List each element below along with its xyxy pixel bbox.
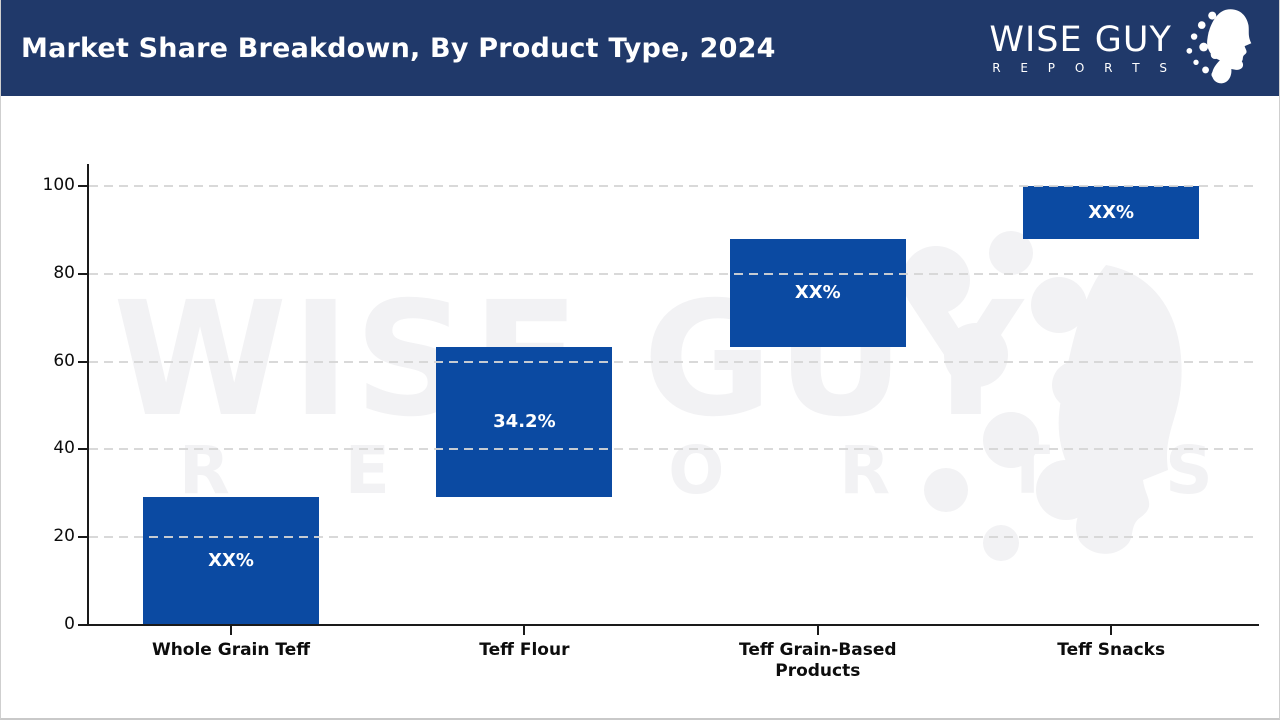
- bar-teff-flour: 34.2%: [436, 346, 613, 497]
- gridline-80: [89, 272, 1255, 275]
- y-tick-0: [78, 624, 87, 626]
- y-axis-spine: [87, 164, 89, 626]
- page-title: Market Share Breakdown, By Product Type,…: [21, 32, 776, 64]
- y-tick-label-60: 60: [53, 350, 75, 371]
- y-tick-label-20: 20: [53, 526, 75, 547]
- dotted-head-icon: [1186, 9, 1252, 84]
- y-tick-label-0: 0: [64, 614, 75, 634]
- gridline-20: [89, 536, 1255, 539]
- wise-guy-reports-logo: WISE GUY R E P O R T S: [986, 7, 1253, 89]
- y-tick-80: [78, 272, 87, 275]
- y-tick-label-40: 40: [53, 438, 75, 459]
- x-category-label: Teff Grain-Based Products: [738, 640, 897, 682]
- bar-value-label: XX%: [208, 550, 254, 572]
- gridline-60: [89, 360, 1255, 363]
- logo-wordmark: WISE GUY: [989, 19, 1172, 60]
- watermark-head-dots: [902, 231, 1182, 561]
- gridline-100: [89, 185, 1255, 187]
- bar-value-label: 34.2%: [493, 411, 556, 433]
- y-tick-60: [78, 360, 87, 363]
- x-category-label: Whole Grain Teff: [151, 640, 311, 660]
- x-tick-1: [523, 626, 526, 635]
- y-tick-100: [78, 185, 87, 187]
- y-tick-label-100: 100: [42, 175, 75, 195]
- bar-teff-snacks: XX%: [1023, 186, 1200, 240]
- gridline-40: [89, 448, 1255, 451]
- bar-teff-grain-based-products: XX%: [729, 239, 906, 347]
- bar-value-label: XX%: [794, 282, 841, 304]
- bar-whole-grain-teff: XX%: [143, 496, 319, 625]
- logo-subtext: R E P O R T S: [992, 60, 1175, 75]
- y-tick-label-80: 80: [53, 262, 75, 283]
- x-tick-2: [816, 626, 819, 635]
- header-banner: Market Share Breakdown, By Product Type,…: [1, 0, 1279, 96]
- logo-text: WISE GUY R E P O R T S: [986, 19, 1175, 75]
- x-category-label: Teff Flour: [479, 640, 570, 660]
- x-axis-spine: [87, 624, 1259, 626]
- bar-value-label: XX%: [1088, 202, 1135, 224]
- x-tick-3: [1110, 626, 1113, 635]
- y-tick-40: [78, 448, 87, 451]
- x-tick-0: [230, 626, 232, 635]
- x-category-label: Teff Snacks: [1057, 640, 1166, 660]
- y-tick-20: [78, 536, 87, 539]
